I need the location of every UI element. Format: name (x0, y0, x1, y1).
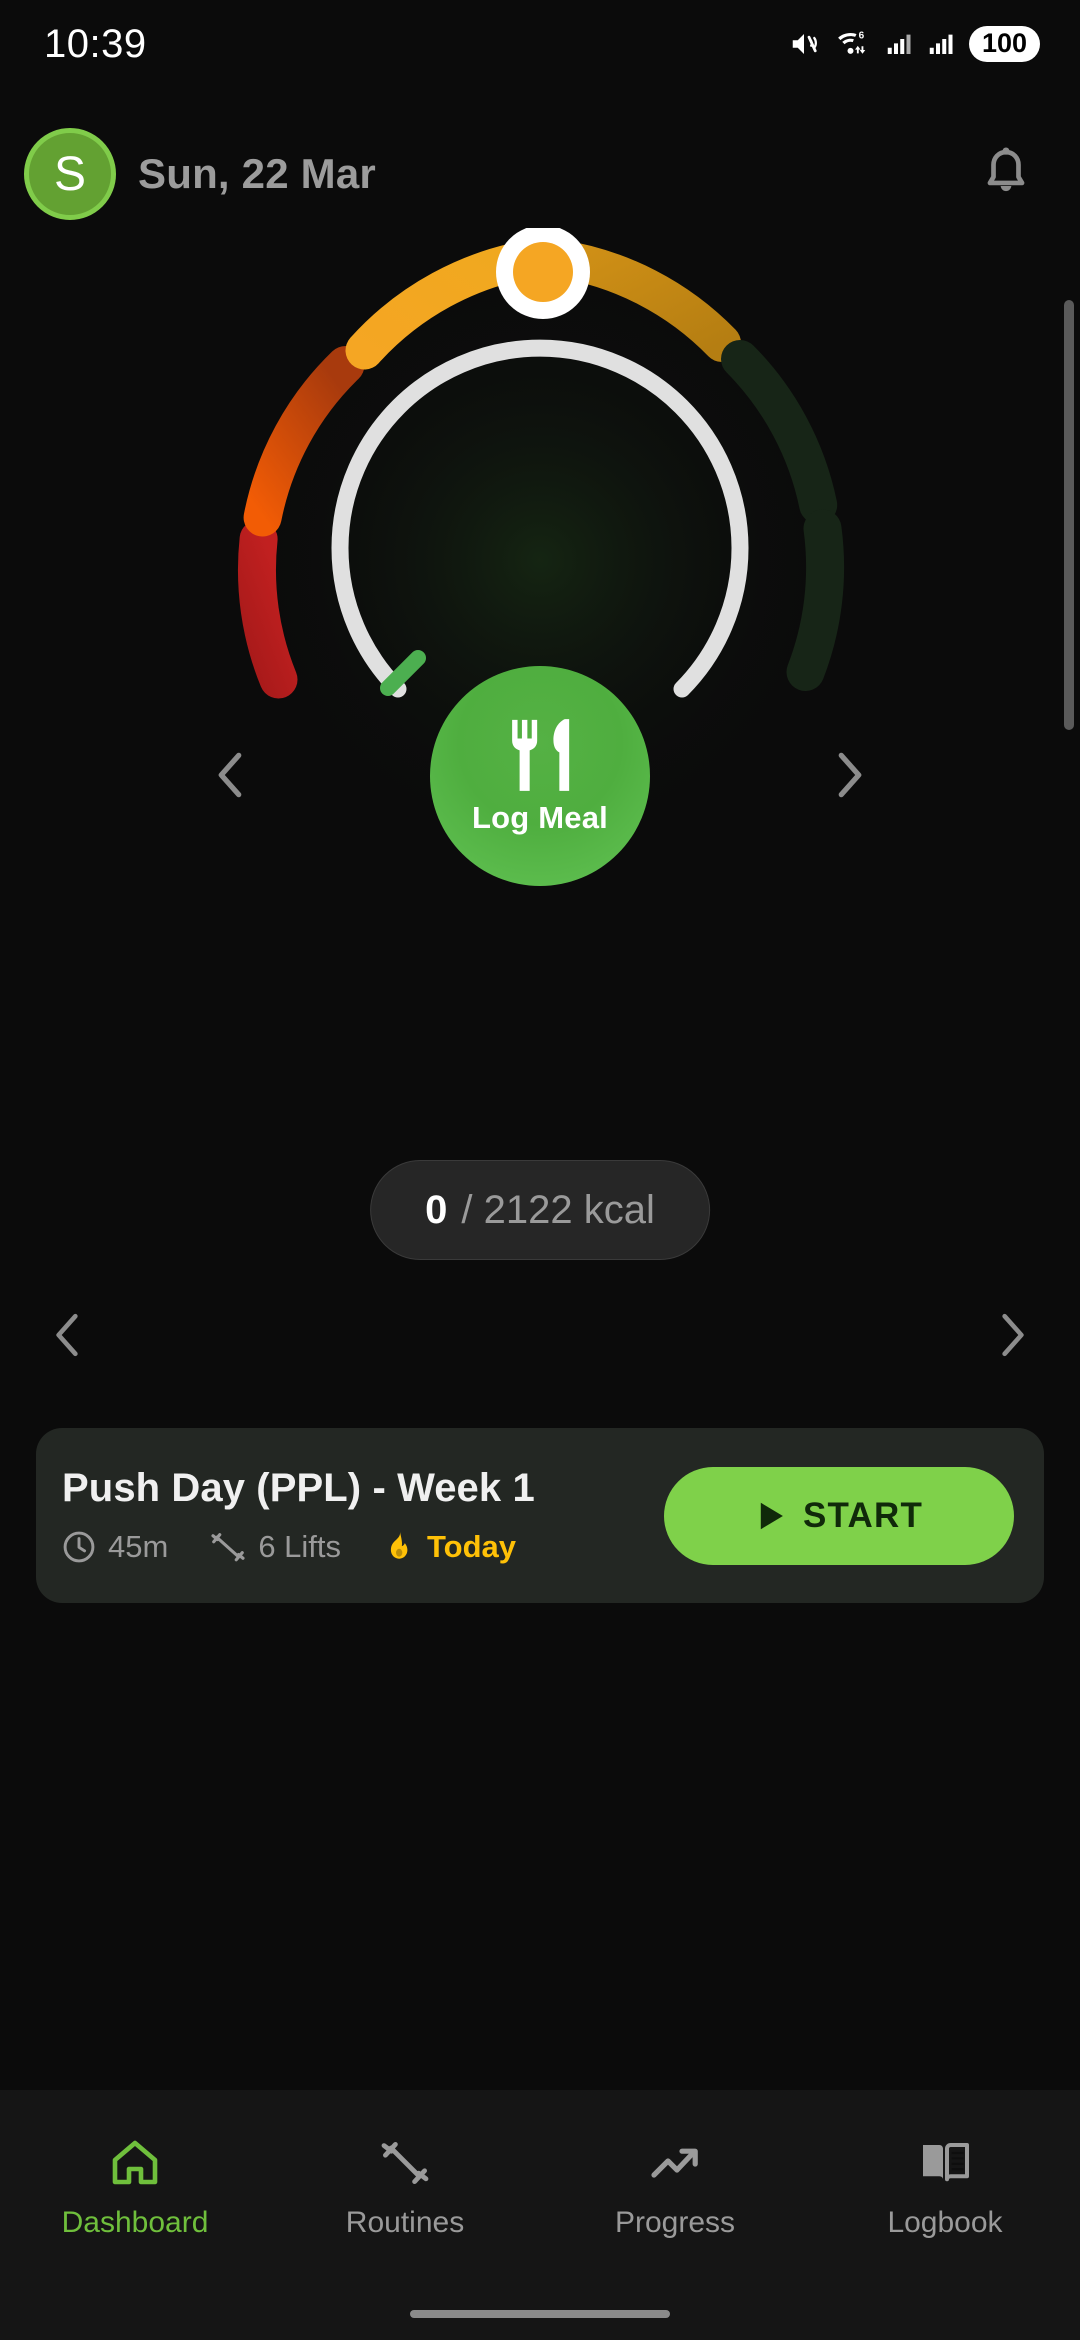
signal-1-icon (887, 34, 911, 54)
nav-label-routines: Routines (345, 2206, 465, 2239)
gauge-svg (237, 228, 845, 848)
signal-2-icon (929, 34, 953, 54)
gauge-segment-inactive-1 (721, 340, 838, 524)
gauge-segment-red (237, 520, 298, 699)
workout-duration: 45m (62, 1529, 168, 1565)
gauge-next-button[interactable] (822, 740, 878, 810)
trending-up-icon (651, 2148, 698, 2178)
battery-icon: 100 (968, 26, 1040, 62)
calorie-summary-pill[interactable]: 0 / 2122 kcal (370, 1160, 710, 1260)
workout-carousel-nav (0, 1295, 1080, 1375)
gauge-prev-button[interactable] (202, 740, 258, 810)
mute-icon (792, 34, 817, 54)
calories-goal: / 2122 kcal (461, 1187, 655, 1232)
workout-title: Push Day (PPL) - Week 1 (62, 1466, 535, 1510)
status-time: 10:39 (44, 21, 147, 66)
fork-knife-icon (512, 719, 570, 791)
bell-icon (987, 147, 1025, 192)
svg-text:6: 6 (859, 30, 865, 41)
workout-schedule: Today (383, 1529, 516, 1565)
avatar-initial: S (53, 147, 86, 201)
book-icon (923, 2143, 969, 2182)
nav-label-logbook: Logbook (887, 2206, 1003, 2239)
carousel-next-button[interactable] (978, 1295, 1048, 1375)
chevron-left-icon (218, 752, 242, 798)
nav-item-logbook[interactable]: Logbook (810, 2138, 1080, 2240)
log-meal-button[interactable]: Log Meal (430, 666, 650, 886)
nav-label-progress: Progress (614, 2206, 736, 2239)
workout-lifts-text: 6 Lifts (258, 1529, 342, 1564)
clock-icon (63, 1531, 95, 1563)
calorie-gauge[interactable]: Log Meal (0, 228, 1080, 1214)
chevron-left-icon (56, 1313, 78, 1357)
gauge-knob (496, 228, 590, 319)
start-workout-button[interactable]: START (664, 1466, 1014, 1565)
workout-duration-text: 45m (108, 1529, 169, 1564)
gauge-segment-orange (243, 346, 365, 537)
nav-label-dashboard: Dashboard (61, 2206, 209, 2239)
status-icon-group: 6 100 (787, 26, 1040, 62)
nav-item-progress[interactable]: Progress (540, 2138, 810, 2240)
wifi-6-icon: 6 (838, 30, 866, 54)
workout-card[interactable]: Push Day (PPL) - Week 1 45m (36, 1428, 1044, 1603)
gauge-segment-inactive-2 (786, 509, 845, 691)
dumbbell-icon (211, 1533, 245, 1562)
home-indicator[interactable] (410, 2310, 670, 2318)
home-icon (112, 2140, 158, 2185)
chevron-right-icon (838, 752, 862, 798)
workout-schedule-text: Today (427, 1529, 517, 1564)
workout-lifts: 6 Lifts (210, 1529, 341, 1565)
dumbbell-icon (381, 2142, 429, 2184)
play-icon (760, 1502, 783, 1529)
notification-button[interactable] (968, 136, 1044, 212)
chevron-right-icon (1002, 1313, 1024, 1357)
log-meal-label: Log Meal (472, 800, 608, 835)
workout-card-info: Push Day (PPL) - Week 1 45m (62, 1466, 664, 1565)
avatar[interactable]: S (24, 128, 116, 220)
carousel-prev-button[interactable] (32, 1295, 102, 1375)
page-scrollbar[interactable] (1064, 300, 1074, 730)
start-button-label: START (802, 1495, 924, 1535)
app-header: S Sun, 22 Mar (0, 128, 1080, 220)
calories-current: 0 (425, 1187, 448, 1232)
flame-icon (390, 1531, 408, 1559)
gauge-progress-tick (380, 650, 426, 696)
bottom-navigation: Dashboard Routines Progress Lo (0, 2090, 1080, 2340)
gauge-inner-arc (331, 339, 749, 698)
workout-meta: 45m 6 Lifts (62, 1529, 664, 1565)
nav-item-dashboard[interactable]: Dashboard (0, 2138, 270, 2240)
status-bar: 10:39 6 100 (0, 0, 1080, 88)
nav-item-routines[interactable]: Routines (270, 2138, 540, 2240)
header-date[interactable]: Sun, 22 Mar (138, 150, 376, 197)
